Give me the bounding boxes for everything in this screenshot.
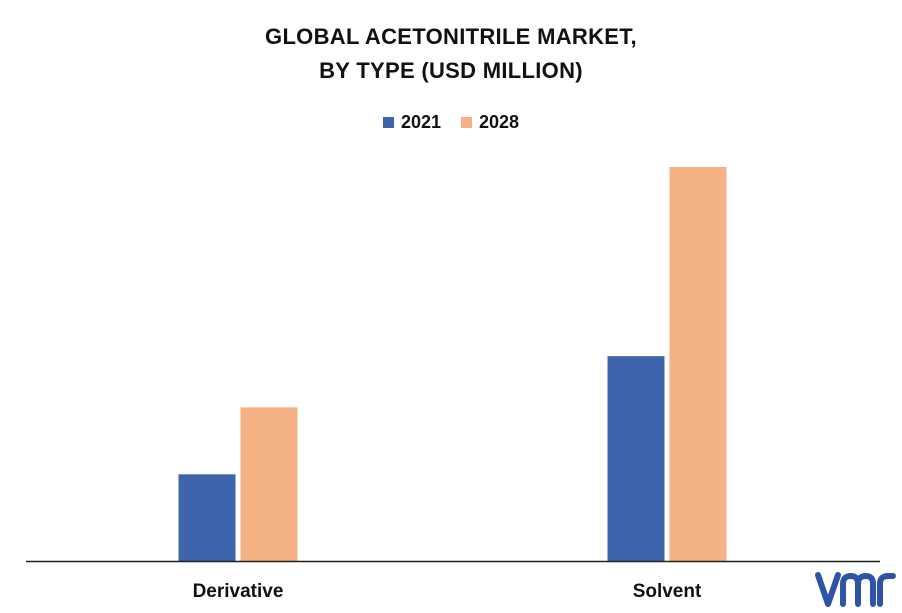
chart-title-line-2: BY TYPE (USD MILLION) (319, 58, 583, 83)
legend-item-2021: 2021 (382, 112, 441, 133)
bar-solvent-2028 (669, 167, 727, 561)
legend-item-2028: 2028 (461, 112, 519, 133)
chart-title: GLOBAL ACETONITRILE MARKET, BY TYPE (USD… (0, 20, 902, 88)
legend-label-2028: 2028 (479, 112, 520, 132)
legend-swatch-2028 (461, 117, 472, 128)
x-tick-label-solvent: Solvent (633, 581, 702, 602)
chart-title-line-1: GLOBAL ACETONITRILE MARKET, (265, 24, 637, 49)
bar-solvent-2021 (607, 356, 665, 561)
legend-swatch-2021 (382, 117, 394, 128)
bar-derivative-2028 (240, 407, 298, 561)
x-tick-label-derivative: Derivative (193, 581, 284, 602)
chart-legend: 2021 2028 (0, 112, 902, 133)
bar-derivative-2021 (178, 474, 236, 561)
vmr-logo (815, 572, 896, 607)
legend-label-2021: 2021 (400, 112, 441, 132)
